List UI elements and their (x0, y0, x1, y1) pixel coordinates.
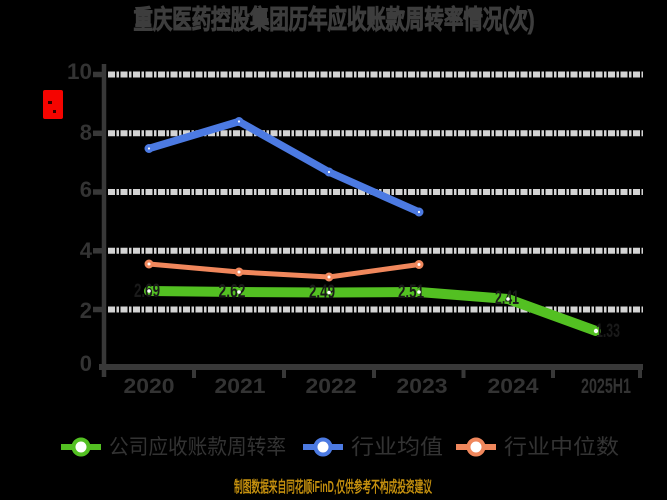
svg-text:2021: 2021 (215, 375, 266, 398)
svg-text:2023: 2023 (397, 375, 448, 398)
svg-text:2024: 2024 (488, 375, 539, 398)
svg-text:6: 6 (80, 177, 92, 202)
svg-text:行业均值: 行业均值 (351, 436, 443, 459)
svg-text:行业中位数: 行业中位数 (504, 436, 619, 459)
svg-text:2.69: 2.69 (134, 281, 160, 302)
svg-text:2022: 2022 (306, 375, 357, 398)
svg-text:2.51: 2.51 (398, 282, 424, 303)
svg-text:1.33: 1.33 (596, 321, 620, 342)
svg-text:2: 2 (80, 298, 92, 323)
svg-text:2020: 2020 (124, 375, 175, 398)
svg-text:2025H1: 2025H1 (581, 375, 631, 398)
svg-text:2.62: 2.62 (219, 282, 246, 303)
svg-text:8: 8 (80, 120, 92, 145)
svg-text:4: 4 (80, 238, 93, 263)
svg-text:公司应收账款周转率: 公司应收账款周转率 (109, 436, 286, 459)
svg-text:0: 0 (80, 351, 92, 376)
svg-text:制图数据来自同花顺iFinD,仅供参考不构成投资建议: 制图数据来自同花顺iFinD,仅供参考不构成投资建议 (234, 477, 432, 496)
svg-text:重庆医药控股集团历年应收账款周转率情况(次): 重庆医药控股集团历年应收账款周转率情况(次) (134, 5, 535, 35)
svg-text:10: 10 (67, 59, 92, 84)
svg-text:2.49: 2.49 (309, 282, 335, 303)
